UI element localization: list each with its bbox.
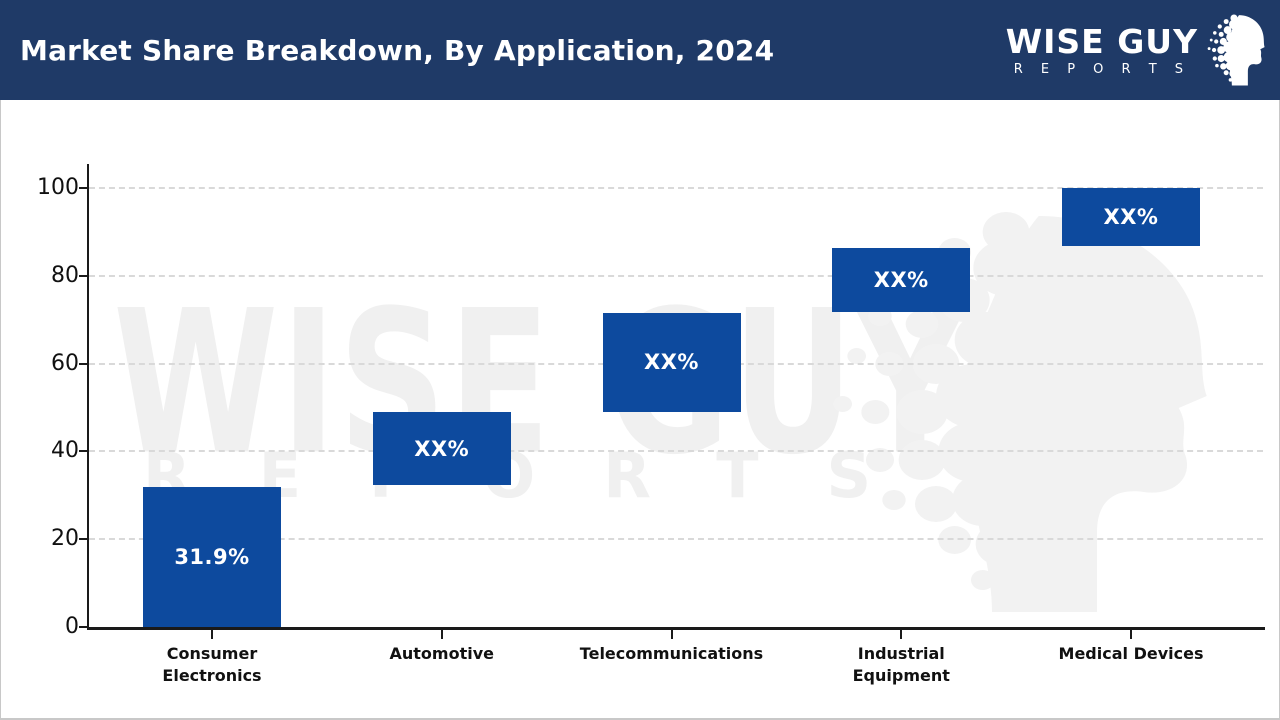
logo-wordmark: WISE GUY — [1005, 21, 1198, 61]
bar-value-label: XX% — [873, 267, 929, 292]
gridline — [89, 450, 1263, 453]
x-tick-mark — [211, 630, 213, 639]
x-tick-mark — [440, 630, 443, 639]
x-axis-line — [87, 627, 1265, 630]
y-tick-mark — [79, 274, 87, 277]
y-tick-label: 40 — [51, 438, 79, 464]
bar-telecommunications: XX% — [602, 312, 741, 412]
x-tick-mark — [670, 630, 673, 639]
y-tick-label: 100 — [37, 175, 79, 200]
x-axis-category-label: Automotive — [389, 644, 495, 663]
x-axis-category-label: Telecommunications — [579, 644, 764, 663]
x-axis-category-label: Industrial Equipment — [852, 644, 950, 685]
logo-text: WISE GUY R E P O R T S — [1006, 25, 1198, 76]
bar-value-label: XX% — [644, 350, 699, 375]
gridline — [89, 187, 1263, 189]
bar-value-label: XX% — [414, 436, 470, 461]
bar-medical-devices: XX% — [1062, 188, 1200, 247]
gridline — [89, 274, 1263, 277]
logo-face-icon — [1207, 14, 1265, 86]
x-axis-category-label: Consumer Electronics — [162, 644, 262, 685]
y-tick-mark — [79, 538, 87, 541]
chart-area: WISE GUY REPORTS 0 20 40 60 80 100 31.9% Consum… — [0, 100, 1280, 720]
x-tick-mark — [900, 630, 903, 639]
y-tick-label: 0 — [65, 614, 79, 639]
y-tick-mark — [79, 187, 87, 189]
page-title: Market Share Breakdown, By Application, … — [20, 33, 775, 67]
y-tick-label: 80 — [51, 262, 79, 288]
y-tick-label: 20 — [51, 526, 79, 552]
wise-guy-logo: WISE GUY R E P O R T S — [1006, 8, 1266, 92]
bar-automotive: XX% — [372, 412, 511, 486]
gridline — [89, 538, 1263, 541]
bar-value-label: 31.9% — [174, 544, 250, 569]
x-tick-mark — [1130, 630, 1132, 639]
y-tick-label: 60 — [51, 350, 79, 376]
x-axis-category-label: Medical Devices — [1058, 644, 1204, 663]
watermark-wordmark: WISE GUY — [113, 269, 967, 499]
logo-subtitle: R E P O R T S — [1013, 61, 1191, 77]
y-tick-mark — [79, 626, 87, 628]
y-tick-mark — [79, 362, 87, 365]
y-tick-mark — [79, 450, 87, 453]
header-bar: Market Share Breakdown, By Application, … — [0, 0, 1280, 100]
bar-consumer-electronics: 31.9% — [143, 486, 281, 627]
bar-value-label: XX% — [1103, 205, 1159, 230]
bar-industrial-equipment: XX% — [832, 247, 971, 312]
y-axis-line — [87, 164, 89, 629]
